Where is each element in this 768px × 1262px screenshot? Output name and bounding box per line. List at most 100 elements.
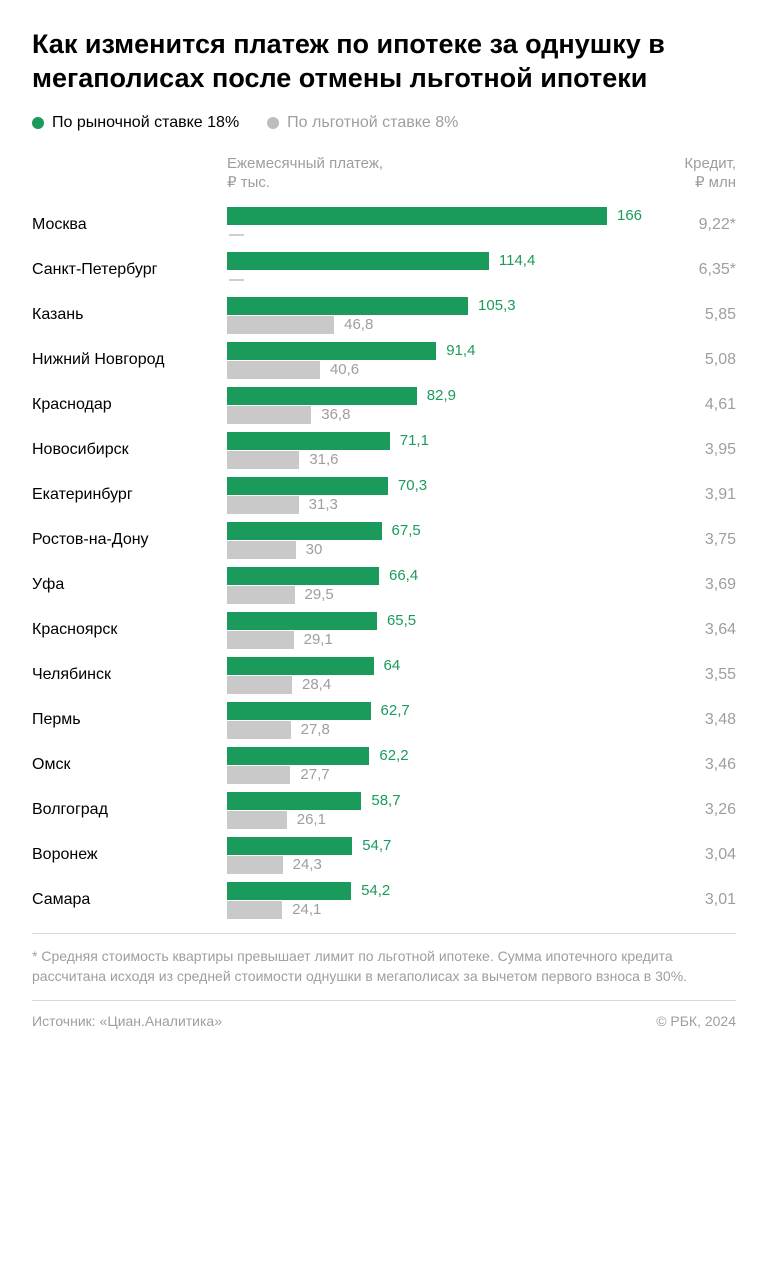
city-name: Самара <box>32 891 227 909</box>
market-value: 71,1 <box>400 432 429 449</box>
market-value: 62,2 <box>379 747 408 764</box>
city-name: Казань <box>32 306 227 324</box>
data-row: Самара54,224,13,01 <box>32 882 736 919</box>
preferential-value: 31,6 <box>309 451 338 468</box>
preferential-value: 40,6 <box>330 361 359 378</box>
data-row: Москва166—9,22* <box>32 207 736 244</box>
preferential-value: 29,1 <box>304 631 333 648</box>
data-row: Омск 62,2 27,7 3,46 <box>32 747 736 784</box>
market-value: 62,7 <box>381 702 410 719</box>
city-name: Екатеринбург <box>32 486 227 504</box>
header-payment: Ежемесячный платеж, ₽ тыс. <box>227 154 656 193</box>
bars-group: 114,4— <box>227 252 656 289</box>
market-bar <box>227 792 361 810</box>
footnote: * Средняя стоимость квартиры превышает л… <box>32 946 736 987</box>
market-bar <box>227 297 468 315</box>
market-value: 70,3 <box>398 477 427 494</box>
column-headers: Ежемесячный платеж, ₽ тыс. Кредит, ₽ млн <box>32 154 736 193</box>
legend-item-preferential: По льготной ставке 8% <box>267 114 458 132</box>
market-value: 91,4 <box>446 342 475 359</box>
preferential-value: 24,1 <box>292 901 321 918</box>
preferential-value: 30 <box>306 541 323 558</box>
credit-value: 3,04 <box>656 846 736 864</box>
bars-group: 67,5 30 <box>227 522 656 559</box>
credit-value: 3,55 <box>656 666 736 684</box>
preferential-bar <box>227 901 282 919</box>
market-value: 66,4 <box>389 567 418 584</box>
city-name: Пермь <box>32 711 227 729</box>
market-bar <box>227 882 351 900</box>
preferential-bar <box>227 856 283 874</box>
data-row: Казань 105,3 46,8 5,85 <box>32 297 736 334</box>
preferential-missing: — <box>229 271 244 288</box>
market-value: 82,9 <box>427 387 456 404</box>
bars-group: 58,726,1 <box>227 792 656 829</box>
preferential-bar <box>227 496 299 514</box>
preferential-bar <box>227 676 292 694</box>
bars-group: 71,1 31,6 <box>227 432 656 469</box>
credit-value: 3,46 <box>656 756 736 774</box>
bars-group: 62,727,8 <box>227 702 656 739</box>
city-name: Омск <box>32 756 227 774</box>
market-bar <box>227 657 374 675</box>
city-name: Уфа <box>32 576 227 594</box>
preferential-bar <box>227 586 295 604</box>
market-value: 54,2 <box>361 882 390 899</box>
market-bar <box>227 252 489 270</box>
preferential-value: 29,5 <box>305 586 334 603</box>
preferential-bar <box>227 811 287 829</box>
preferential-value: 31,3 <box>309 496 338 513</box>
credit-value: 3,91 <box>656 486 736 504</box>
header-credit: Кредит, ₽ млн <box>656 154 736 193</box>
legend-label-market: По рыночной ставке 18% <box>52 114 239 132</box>
city-name: Воронеж <box>32 846 227 864</box>
data-row: Пермь62,727,83,48 <box>32 702 736 739</box>
bars-group: 82,936,8 <box>227 387 656 424</box>
market-value: 58,7 <box>371 792 400 809</box>
credit-value: 5,85 <box>656 306 736 324</box>
preferential-bar <box>227 361 320 379</box>
market-bar <box>227 387 417 405</box>
legend: По рыночной ставке 18% По льготной ставк… <box>32 114 736 132</box>
bars-group: 62,2 27,7 <box>227 747 656 784</box>
city-name: Красноярск <box>32 621 227 639</box>
market-value: 105,3 <box>478 297 516 314</box>
preferential-missing: — <box>229 226 244 243</box>
market-value: 54,7 <box>362 837 391 854</box>
data-row: Уфа66,429,53,69 <box>32 567 736 604</box>
data-row: Краснодар82,936,84,61 <box>32 387 736 424</box>
preferential-bar <box>227 766 290 784</box>
bars-group: 54,2 24,1 <box>227 882 656 919</box>
market-bar <box>227 747 369 765</box>
market-bar <box>227 702 371 720</box>
market-bar <box>227 207 607 225</box>
bars-group: 91,4 40,6 <box>227 342 656 379</box>
preferential-value: 27,7 <box>300 766 329 783</box>
chart-title: Как изменится платеж по ипотеке за однуш… <box>32 28 736 96</box>
legend-item-market: По рыночной ставке 18% <box>32 114 239 132</box>
market-value: 64 <box>384 657 401 674</box>
city-name: Челябинск <box>32 666 227 684</box>
legend-dot-preferential <box>267 117 279 129</box>
credit-value: 5,08 <box>656 351 736 369</box>
chart-rows: Москва166—9,22* Санкт-Петербург114,4—6,35… <box>32 207 736 919</box>
market-bar <box>227 837 352 855</box>
market-bar <box>227 342 436 360</box>
data-row: Воронеж54,724,33,04 <box>32 837 736 874</box>
credit-value: 6,35* <box>656 261 736 279</box>
market-bar <box>227 612 377 630</box>
credit-value: 3,26 <box>656 801 736 819</box>
data-row: Санкт-Петербург114,4—6,35* <box>32 252 736 289</box>
credit-value: 3,64 <box>656 621 736 639</box>
footer: Источник: «Циан.Аналитика» © РБК, 2024 <box>32 1013 736 1029</box>
city-name: Санкт-Петербург <box>32 261 227 279</box>
data-row: Екатеринбург 70,3 31,3 3,91 <box>32 477 736 514</box>
data-row: Челябинск6428,43,55 <box>32 657 736 694</box>
divider <box>32 933 736 934</box>
preferential-bar <box>227 451 299 469</box>
preferential-value: 46,8 <box>344 316 373 333</box>
credit-value: 4,61 <box>656 396 736 414</box>
market-bar <box>227 522 382 540</box>
bars-group: 105,3 46,8 <box>227 297 656 334</box>
market-value: 67,5 <box>392 522 421 539</box>
